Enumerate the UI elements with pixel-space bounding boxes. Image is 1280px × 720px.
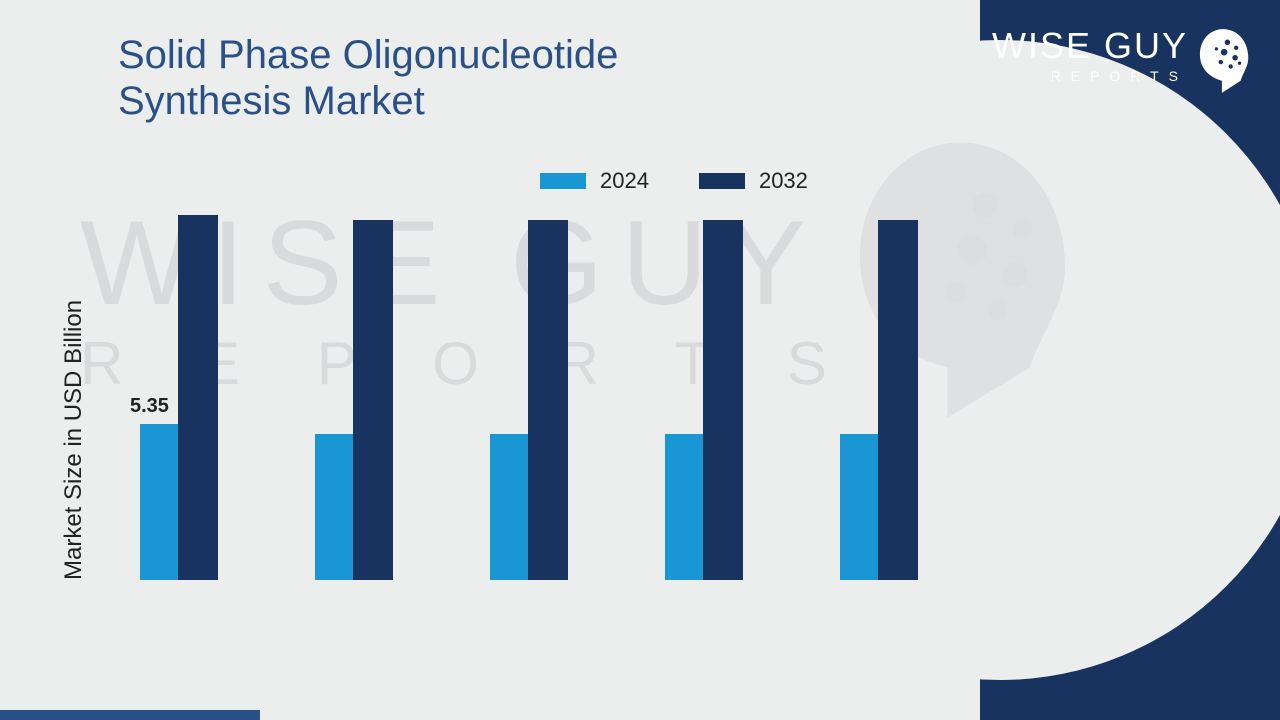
bar xyxy=(665,434,705,580)
chart-legend: 2024 2032 xyxy=(540,168,808,194)
bar xyxy=(840,434,880,580)
bar xyxy=(878,220,918,580)
value-label: 5.35 xyxy=(130,395,169,418)
bottom-accent-bar xyxy=(0,710,260,720)
chart-plot-area: NORTHAMERICAEUROPESOUTHAMERICAASIAPACIFI… xyxy=(110,200,980,580)
legend-label: 2032 xyxy=(759,168,808,194)
legend-item: 2032 xyxy=(699,168,808,194)
bar xyxy=(140,424,180,580)
bar xyxy=(178,215,218,580)
bar xyxy=(528,220,568,580)
page-root: WISE GUY R E P O R T S Solid Phase Oligo… xyxy=(0,0,1280,720)
legend-label: 2024 xyxy=(600,168,649,194)
logo-sub-text: REPORTS xyxy=(992,68,1188,84)
logo-head-icon xyxy=(1194,28,1252,94)
chart-title: Solid Phase Oligonucleotide Synthesis Ma… xyxy=(118,32,698,124)
legend-item: 2024 xyxy=(540,168,649,194)
bar xyxy=(703,220,743,580)
bar xyxy=(315,434,355,580)
legend-swatch-icon xyxy=(540,173,586,189)
bar xyxy=(490,434,530,580)
logo-main-text: WISE GUY xyxy=(992,28,1188,64)
legend-swatch-icon xyxy=(699,173,745,189)
bar xyxy=(353,220,393,580)
y-axis-label: Market Size in USD Billion xyxy=(60,300,88,580)
brand-logo: WISE GUY REPORTS xyxy=(992,28,1252,94)
